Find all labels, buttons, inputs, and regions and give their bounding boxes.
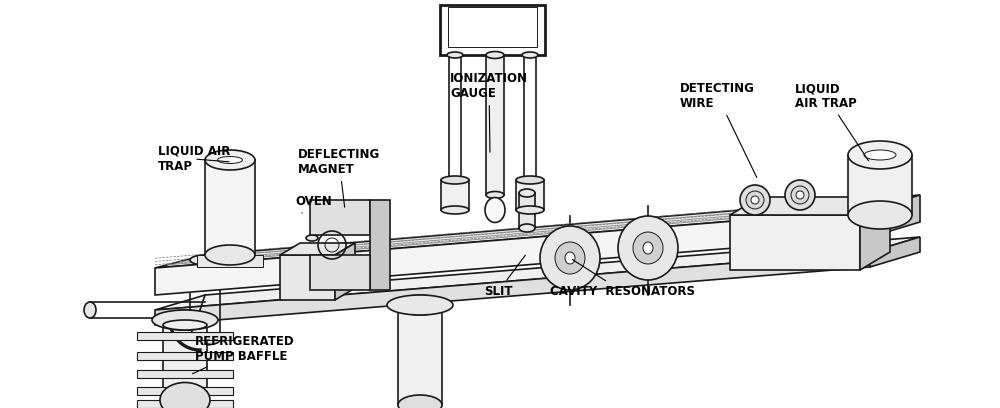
Ellipse shape: [441, 176, 469, 184]
Polygon shape: [137, 370, 233, 378]
Polygon shape: [280, 255, 335, 300]
Polygon shape: [137, 400, 233, 408]
Ellipse shape: [746, 191, 764, 209]
Ellipse shape: [516, 176, 544, 184]
Ellipse shape: [848, 201, 912, 229]
Polygon shape: [137, 332, 233, 340]
Ellipse shape: [398, 295, 442, 315]
Text: REFRIGERATED
PUMP BAFFLE: REFRIGERATED PUMP BAFFLE: [193, 335, 295, 374]
Polygon shape: [486, 55, 504, 195]
Text: DETECTING
WIRE: DETECTING WIRE: [680, 82, 757, 177]
Polygon shape: [848, 155, 912, 215]
Ellipse shape: [633, 232, 663, 264]
Polygon shape: [137, 352, 233, 360]
Text: LIQUID
AIR TRAP: LIQUID AIR TRAP: [795, 82, 868, 161]
Ellipse shape: [519, 189, 535, 197]
Text: DEFLECTING
MAGNET: DEFLECTING MAGNET: [298, 148, 380, 207]
Ellipse shape: [751, 196, 759, 204]
Ellipse shape: [796, 191, 804, 199]
Ellipse shape: [306, 235, 318, 241]
Text: OVEN: OVEN: [295, 195, 332, 213]
Polygon shape: [398, 305, 442, 405]
Text: LIQUID AIR
TRAP: LIQUID AIR TRAP: [158, 145, 230, 173]
Ellipse shape: [848, 141, 912, 169]
Ellipse shape: [152, 310, 218, 330]
Polygon shape: [519, 193, 535, 228]
Ellipse shape: [486, 191, 504, 199]
Ellipse shape: [163, 310, 207, 330]
Ellipse shape: [163, 395, 207, 408]
Ellipse shape: [84, 302, 96, 318]
Ellipse shape: [486, 51, 504, 58]
Ellipse shape: [516, 206, 544, 214]
Polygon shape: [441, 180, 469, 210]
Polygon shape: [870, 237, 920, 267]
Polygon shape: [310, 255, 370, 290]
Text: SLIT: SLIT: [484, 255, 525, 298]
Ellipse shape: [441, 206, 469, 214]
Polygon shape: [445, 186, 465, 194]
Text: IONIZATION
GAUGE: IONIZATION GAUGE: [450, 72, 528, 152]
Ellipse shape: [791, 186, 809, 204]
Ellipse shape: [618, 216, 678, 280]
Ellipse shape: [398, 395, 442, 408]
Ellipse shape: [163, 320, 207, 330]
Polygon shape: [870, 195, 920, 237]
Polygon shape: [370, 200, 390, 290]
Ellipse shape: [205, 150, 255, 170]
Ellipse shape: [522, 52, 538, 58]
Ellipse shape: [565, 252, 575, 264]
Ellipse shape: [218, 157, 242, 164]
Ellipse shape: [540, 226, 600, 290]
Ellipse shape: [205, 245, 255, 265]
Polygon shape: [280, 243, 355, 255]
Polygon shape: [520, 186, 540, 194]
Text: CAVITY  RESONATORS: CAVITY RESONATORS: [550, 259, 695, 298]
Polygon shape: [335, 243, 355, 300]
Ellipse shape: [449, 186, 461, 194]
Polygon shape: [155, 252, 870, 325]
Ellipse shape: [643, 242, 653, 254]
Ellipse shape: [864, 150, 896, 160]
Polygon shape: [516, 180, 544, 210]
Ellipse shape: [190, 335, 220, 345]
Ellipse shape: [387, 295, 453, 315]
Polygon shape: [163, 320, 207, 405]
Polygon shape: [730, 215, 860, 270]
Polygon shape: [730, 197, 890, 215]
Ellipse shape: [519, 224, 535, 232]
Polygon shape: [137, 387, 233, 395]
Polygon shape: [155, 210, 870, 295]
Ellipse shape: [740, 185, 770, 215]
Ellipse shape: [190, 255, 220, 265]
Ellipse shape: [485, 197, 505, 222]
Ellipse shape: [524, 186, 536, 194]
Ellipse shape: [555, 242, 585, 274]
Polygon shape: [310, 200, 370, 235]
Polygon shape: [197, 255, 263, 267]
Polygon shape: [205, 160, 255, 255]
Ellipse shape: [160, 383, 210, 408]
Polygon shape: [155, 237, 920, 310]
Ellipse shape: [785, 180, 815, 210]
Polygon shape: [155, 195, 920, 268]
Polygon shape: [860, 197, 890, 270]
Ellipse shape: [447, 52, 463, 58]
